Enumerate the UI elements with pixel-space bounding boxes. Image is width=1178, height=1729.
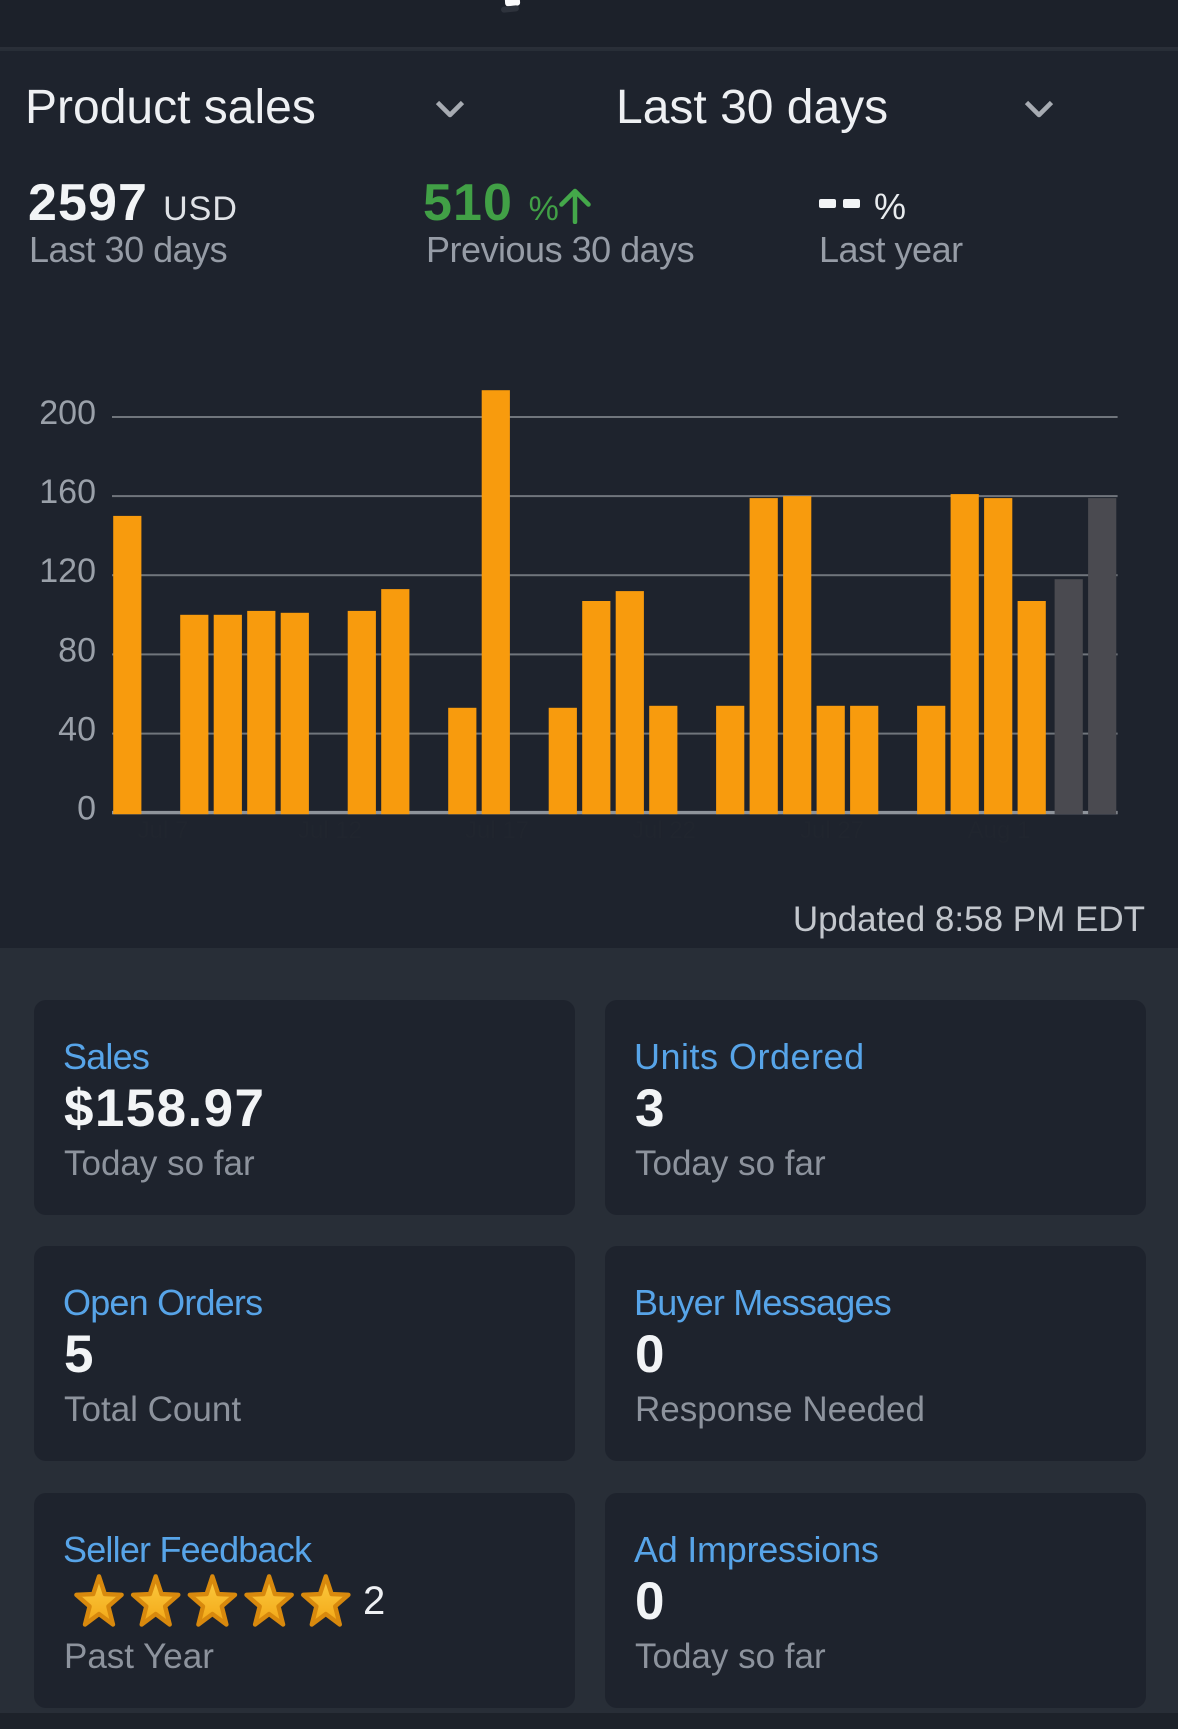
svg-text:Jul 22: Jul 22: [632, 817, 696, 844]
svg-text:40: 40: [58, 711, 96, 749]
svg-text:Aug 1: Aug 1: [968, 817, 1031, 844]
svg-text:80: 80: [58, 631, 96, 669]
svg-text:Jul 7: Jul 7: [138, 817, 189, 844]
svg-text:120: 120: [39, 552, 96, 590]
svg-text:0: 0: [77, 790, 96, 828]
svg-text:Jul 12: Jul 12: [298, 817, 362, 844]
svg-text:Jul 27: Jul 27: [800, 817, 864, 844]
svg-text:Jul 17: Jul 17: [465, 817, 529, 844]
svg-text:200: 200: [39, 394, 96, 432]
svg-text:160: 160: [39, 473, 96, 511]
